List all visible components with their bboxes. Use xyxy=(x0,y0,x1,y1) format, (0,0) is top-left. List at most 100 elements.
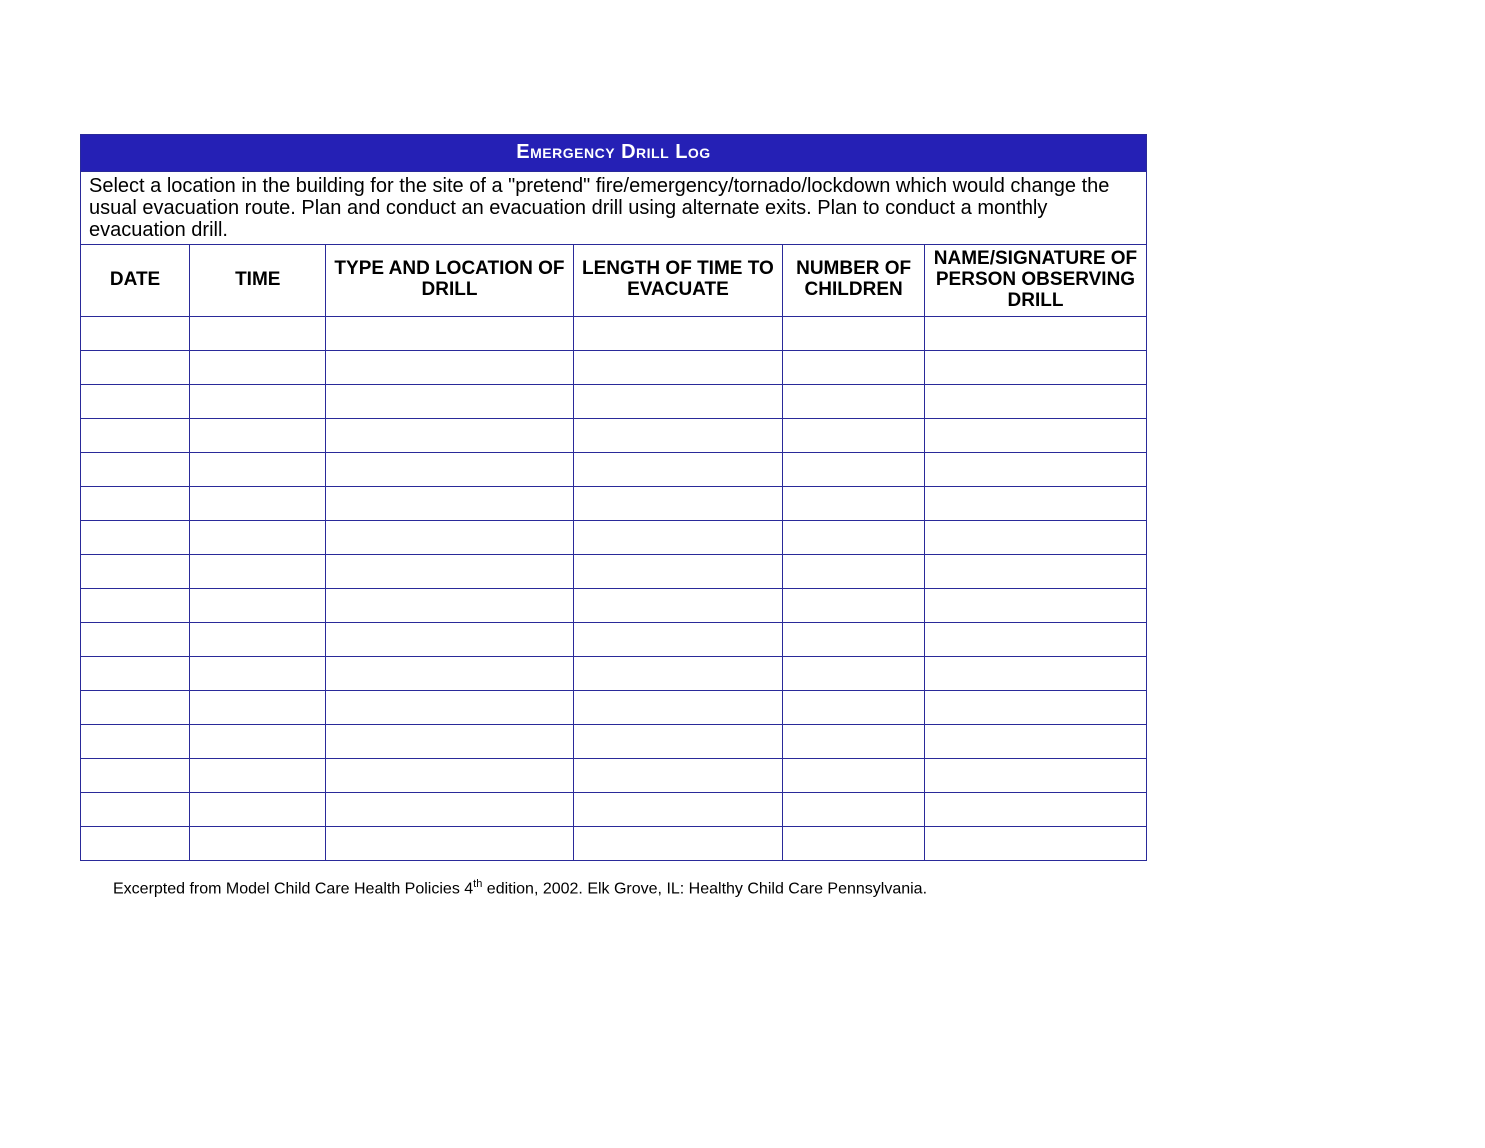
table-cell xyxy=(573,486,783,520)
table-cell xyxy=(326,724,573,758)
table-cell xyxy=(81,452,190,486)
table-cell xyxy=(924,486,1146,520)
table-row xyxy=(81,690,1146,724)
table-cell xyxy=(783,690,925,724)
footnote-prefix: Excerpted from Model Child Care Health P… xyxy=(113,880,473,897)
table-cell xyxy=(190,418,326,452)
table-cell xyxy=(326,316,573,350)
table-cell xyxy=(190,384,326,418)
table-cell xyxy=(783,792,925,826)
table-cell xyxy=(81,588,190,622)
table-cell xyxy=(81,418,190,452)
table-cell xyxy=(924,452,1146,486)
table-cell xyxy=(783,758,925,792)
table-row xyxy=(81,418,1146,452)
table-cell xyxy=(783,418,925,452)
table-cell xyxy=(81,384,190,418)
table-cell xyxy=(190,452,326,486)
table-cell xyxy=(783,724,925,758)
footnote-period: . xyxy=(923,880,927,897)
table-cell xyxy=(326,826,573,860)
table-cell xyxy=(573,452,783,486)
table-cell xyxy=(924,520,1146,554)
table-cell xyxy=(190,520,326,554)
table-cell xyxy=(190,826,326,860)
table-cell xyxy=(190,486,326,520)
footnote: Excerpted from Model Child Care Health P… xyxy=(113,878,927,898)
footnote-sup: th xyxy=(473,878,482,890)
table-cell xyxy=(573,554,783,588)
table-row xyxy=(81,350,1146,384)
table-cell xyxy=(190,588,326,622)
table-cell xyxy=(326,690,573,724)
table-cell xyxy=(783,452,925,486)
table-cell xyxy=(783,520,925,554)
table-cell xyxy=(190,792,326,826)
col-header-4: NUMBER OF CHILDREN xyxy=(783,245,925,316)
table-cell xyxy=(81,792,190,826)
table-row xyxy=(81,452,1146,486)
table-cell xyxy=(326,350,573,384)
table-cell xyxy=(573,656,783,690)
table-cell xyxy=(573,690,783,724)
form-title-bar: Emergency Drill Log xyxy=(81,135,1146,172)
drill-log-table: DATETIMETYPE AND LOCATION OF DRILLLENGTH… xyxy=(81,245,1146,860)
col-header-0: DATE xyxy=(81,245,190,316)
table-cell xyxy=(573,316,783,350)
table-cell xyxy=(326,452,573,486)
table-cell xyxy=(190,656,326,690)
table-cell xyxy=(81,622,190,656)
table-cell xyxy=(573,622,783,656)
table-cell xyxy=(326,588,573,622)
table-cell xyxy=(924,588,1146,622)
table-cell xyxy=(81,724,190,758)
table-cell xyxy=(783,622,925,656)
table-cell xyxy=(81,656,190,690)
table-cell xyxy=(924,554,1146,588)
table-cell xyxy=(783,486,925,520)
col-header-5: NAME/SIGNATURE OF PERSON OBSERVING DRILL xyxy=(924,245,1146,316)
col-header-3: LENGTH OF TIME TO EVACUATE xyxy=(573,245,783,316)
table-row xyxy=(81,622,1146,656)
table-row xyxy=(81,826,1146,860)
table-cell xyxy=(573,792,783,826)
table-cell xyxy=(190,316,326,350)
table-cell xyxy=(924,792,1146,826)
table-cell xyxy=(924,418,1146,452)
table-cell xyxy=(573,384,783,418)
table-cell xyxy=(573,826,783,860)
table-cell xyxy=(81,758,190,792)
table-cell xyxy=(326,758,573,792)
table-cell xyxy=(326,384,573,418)
table-cell xyxy=(81,350,190,384)
page: Emergency Drill Log Select a location in… xyxy=(0,0,1485,1148)
table-body xyxy=(81,316,1146,860)
table-cell xyxy=(81,316,190,350)
table-cell xyxy=(783,350,925,384)
table-row xyxy=(81,316,1146,350)
table-row xyxy=(81,486,1146,520)
table-row xyxy=(81,520,1146,554)
table-cell xyxy=(326,418,573,452)
table-cell xyxy=(81,826,190,860)
table-cell xyxy=(573,724,783,758)
table-cell xyxy=(326,622,573,656)
table-cell xyxy=(190,554,326,588)
drill-log-form: Emergency Drill Log Select a location in… xyxy=(80,134,1147,861)
table-cell xyxy=(924,690,1146,724)
table-cell xyxy=(924,622,1146,656)
table-cell xyxy=(573,758,783,792)
table-cell xyxy=(573,588,783,622)
table-cell xyxy=(190,724,326,758)
table-cell xyxy=(326,656,573,690)
table-cell xyxy=(81,554,190,588)
table-cell xyxy=(190,622,326,656)
table-cell xyxy=(573,350,783,384)
table-row xyxy=(81,554,1146,588)
table-cell xyxy=(783,384,925,418)
table-cell xyxy=(924,316,1146,350)
table-row xyxy=(81,384,1146,418)
form-instructions: Select a location in the building for th… xyxy=(81,172,1146,245)
table-cell xyxy=(783,554,925,588)
table-cell xyxy=(783,656,925,690)
